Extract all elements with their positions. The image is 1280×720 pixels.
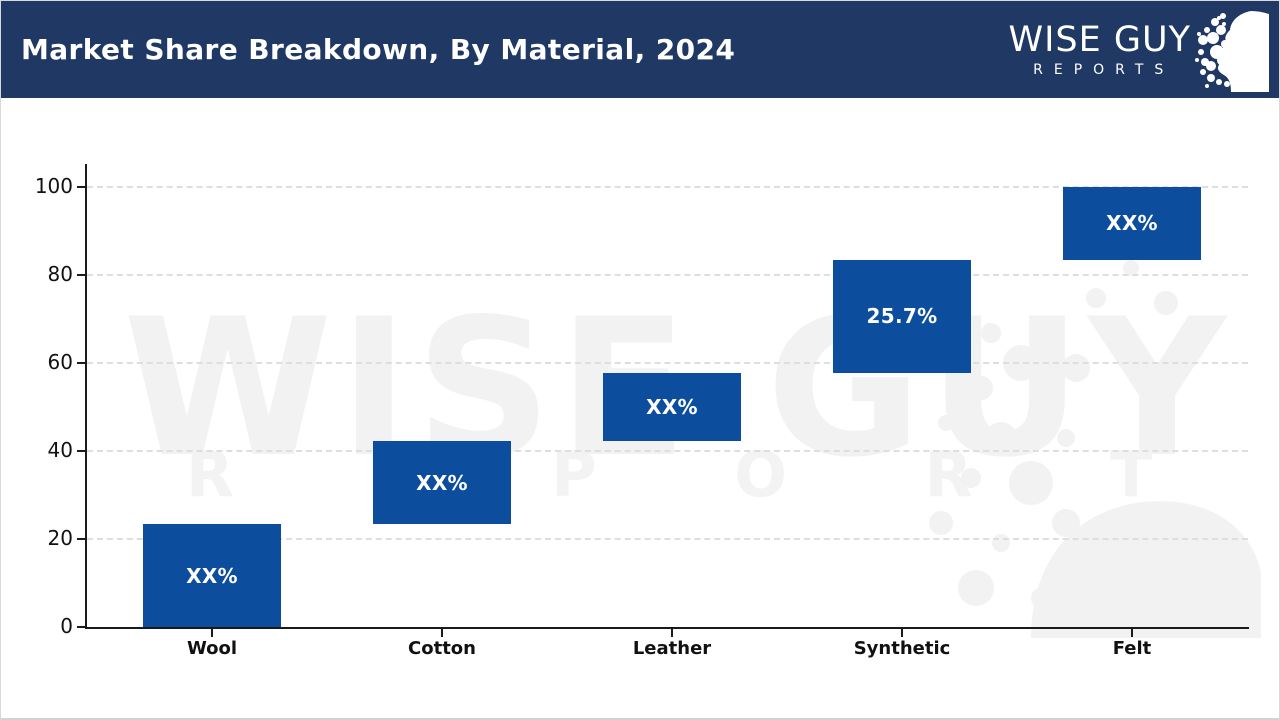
gridline-60 — [87, 362, 1248, 364]
gridline-100 — [87, 186, 1248, 188]
brand-name: WISE GUY — [1008, 20, 1191, 61]
ytick-mark-20 — [77, 538, 85, 540]
brand-face-icon — [1195, 11, 1269, 92]
ytick-mark-100 — [77, 186, 85, 188]
bar-felt: XX% — [1063, 187, 1201, 260]
ytick-label-0: 0 — [60, 614, 73, 638]
bar-label-wool: XX% — [186, 563, 238, 588]
page-title: Market Share Breakdown, By Material, 202… — [21, 33, 736, 66]
xtick-mark-wool — [211, 629, 213, 637]
brand-subtitle: REPORTS — [1033, 61, 1175, 78]
bar-label-felt: XX% — [1106, 211, 1158, 236]
xtick-mark-cotton — [441, 629, 443, 637]
ytick-label-80: 80 — [47, 262, 73, 286]
xtick-mark-leather — [671, 629, 673, 637]
category-label-wool: Wool — [186, 638, 238, 659]
waterfall-chart: WISE GUY R E P O R T S 0 20 40 60 80 100 XX% X… — [1, 98, 1279, 718]
ytick-label-100: 100 — [34, 174, 73, 198]
bar-leather: XX% — [603, 372, 741, 441]
bar-label-leather: XX% — [646, 394, 698, 419]
y-axis-line — [85, 164, 87, 628]
xtick-mark-synthetic — [901, 629, 903, 637]
xtick-mark-felt — [1131, 629, 1133, 637]
gridline-40 — [87, 450, 1248, 452]
bar-label-synthetic: 25.7% — [866, 304, 938, 329]
x-axis-line — [85, 627, 1249, 629]
brand-logo: WISE GUY REPORTS — [1008, 7, 1269, 93]
category-label-synthetic: Synthetic — [853, 638, 951, 659]
gridline-80 — [87, 274, 1248, 276]
bar-synthetic: 25.7% — [833, 259, 971, 373]
category-label-cotton: Cotton — [408, 638, 476, 659]
ytick-mark-0 — [77, 626, 85, 628]
ytick-mark-80 — [77, 274, 85, 276]
bar-label-cotton: XX% — [416, 470, 468, 495]
ytick-mark-40 — [77, 450, 85, 452]
brand-text: WISE GUY REPORTS — [1008, 22, 1191, 78]
bar-wool: XX% — [143, 524, 281, 627]
bar-cotton: XX% — [373, 440, 511, 525]
ytick-label-40: 40 — [47, 438, 73, 462]
header: Market Share Breakdown, By Material, 202… — [1, 1, 1279, 98]
ytick-label-60: 60 — [47, 350, 73, 374]
category-label-felt: Felt — [1112, 638, 1152, 659]
gridline-20 — [87, 538, 1248, 540]
ytick-mark-60 — [77, 362, 85, 364]
ytick-label-20: 20 — [47, 526, 73, 550]
category-label-leather: Leather — [632, 638, 712, 659]
